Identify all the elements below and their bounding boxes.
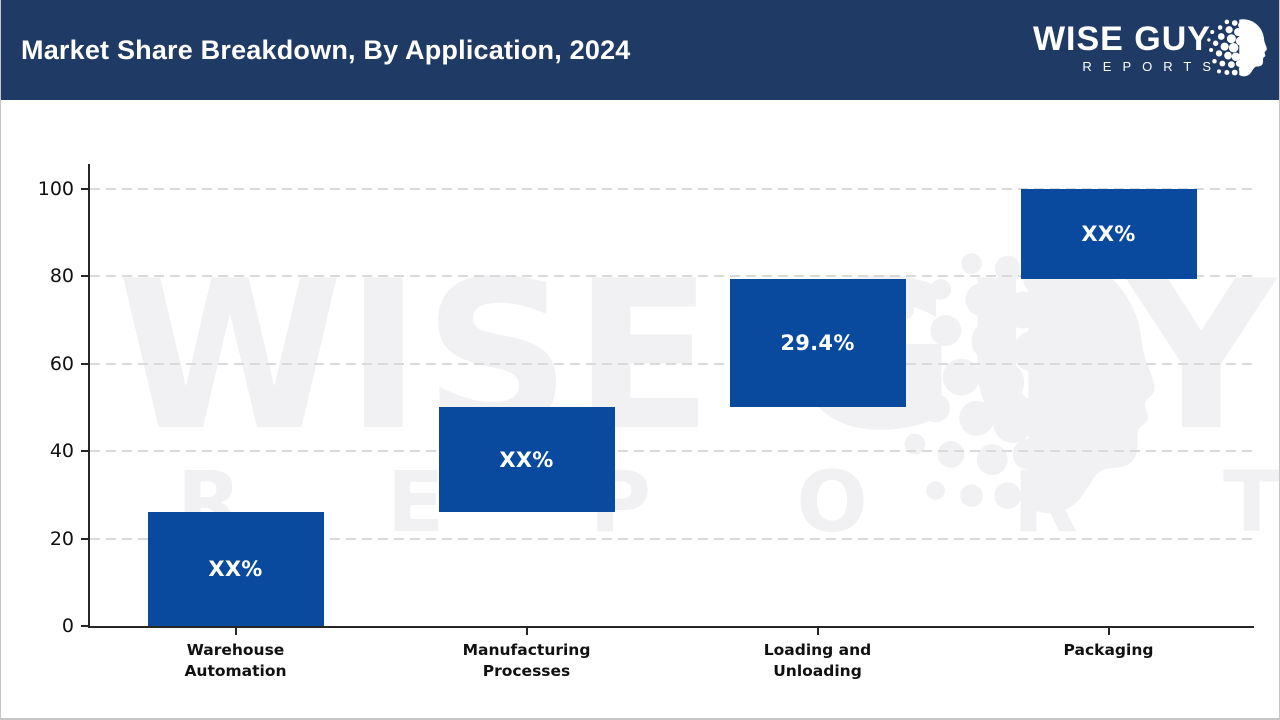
chart-title: Market Share Breakdown, By Application, … bbox=[21, 34, 631, 65]
gridline-40 bbox=[90, 450, 1254, 452]
bar-value-label: XX% bbox=[499, 447, 554, 472]
x-category-label: Warehouse Automation bbox=[184, 641, 287, 680]
y-tick-mark bbox=[81, 275, 90, 277]
x-category-label: Loading and Unloading bbox=[763, 641, 872, 680]
gridline-60 bbox=[90, 362, 1254, 365]
logo-head-icon bbox=[1207, 19, 1267, 77]
bar-value-label: XX% bbox=[1081, 221, 1136, 246]
gridline-80 bbox=[90, 275, 1254, 277]
y-tick-mark bbox=[81, 537, 90, 540]
y-tick-mark bbox=[81, 450, 90, 452]
waterfall-bar-2: XX% bbox=[438, 407, 615, 513]
logo-subtext: REPORTS bbox=[1082, 59, 1222, 74]
y-axis-spine bbox=[88, 164, 90, 628]
y-tick-mark bbox=[81, 187, 90, 190]
x-tick-mark bbox=[1107, 628, 1110, 635]
y-tick-label: 60 bbox=[49, 352, 74, 375]
waterfall-bar-3: 29.4% bbox=[729, 278, 906, 408]
x-category-label: Manufacturing Processes bbox=[462, 641, 591, 680]
waterfall-bar-4: XX% bbox=[1020, 188, 1197, 279]
y-tick-label: 80 bbox=[49, 265, 74, 287]
y-tick-label: 0 bbox=[61, 615, 74, 637]
logo-wordmark: WISE GUY bbox=[1032, 20, 1211, 58]
x-tick-mark bbox=[525, 628, 528, 635]
x-tick-mark bbox=[816, 628, 819, 635]
y-tick-mark bbox=[81, 362, 90, 365]
y-tick-mark bbox=[81, 625, 90, 627]
x-category-label: Packaging bbox=[1063, 641, 1154, 659]
header-banner: Market Share Breakdown, By Application, … bbox=[1, 0, 1279, 100]
gridline-20 bbox=[90, 537, 1254, 540]
y-tick-label: 40 bbox=[49, 440, 74, 462]
x-axis-spine bbox=[88, 626, 1254, 628]
waterfall-bar-1: XX% bbox=[147, 512, 324, 626]
logo-text: WISE GUY REPORTS bbox=[1033, 22, 1211, 74]
bar-value-label: 29.4% bbox=[780, 330, 855, 355]
watermark: WISE GUY R E P O R T S bbox=[1, 100, 1279, 712]
y-tick-label: 100 bbox=[37, 177, 74, 200]
wiseguy-logo: WISE GUY REPORTS bbox=[1019, 6, 1269, 94]
gridline-100 bbox=[90, 187, 1254, 190]
bar-value-label: XX% bbox=[208, 557, 263, 582]
plot-area: XX% XX% 29.4% XX% bbox=[90, 164, 1254, 626]
y-tick-label: 20 bbox=[49, 527, 74, 550]
x-tick-mark bbox=[234, 628, 237, 635]
y-axis: 0 20 40 60 80 100 bbox=[1, 164, 90, 637]
